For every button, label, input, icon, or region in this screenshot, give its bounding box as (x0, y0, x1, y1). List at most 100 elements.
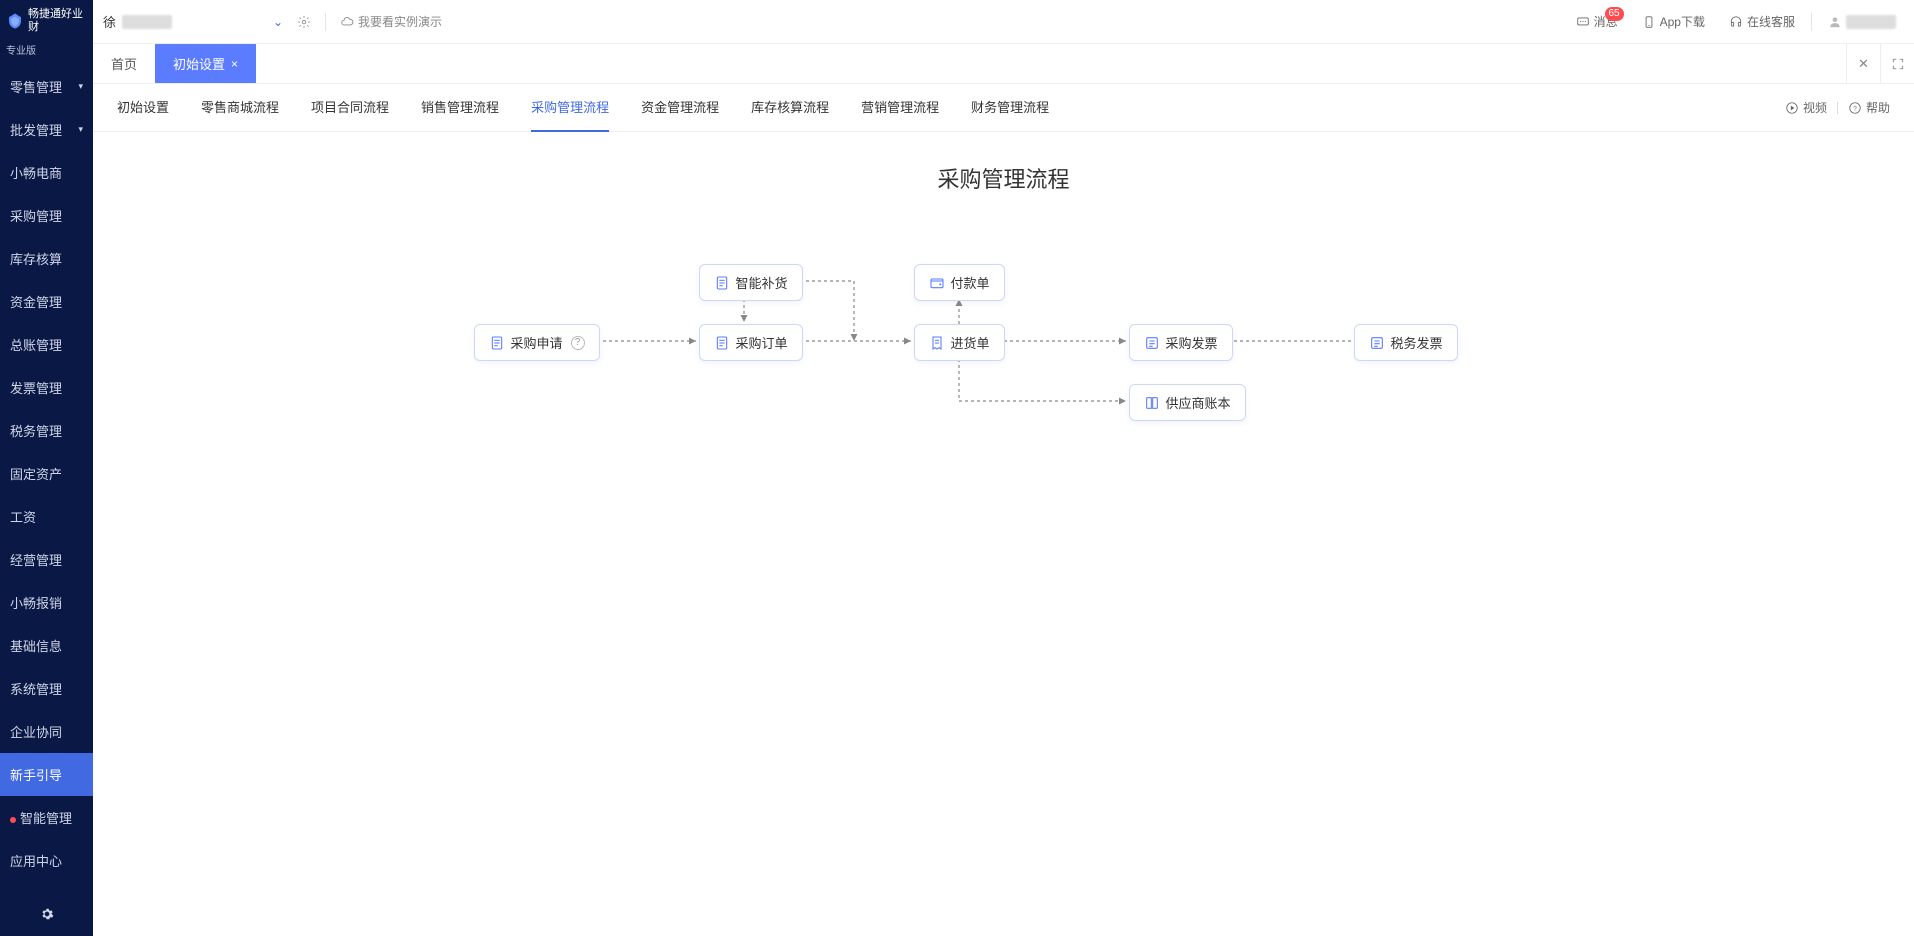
flow-tab-marketing[interactable]: 营销管理流程 (861, 83, 939, 132)
flow-tab-initial[interactable]: 初始设置 (117, 83, 169, 132)
page-tabs: 首页 初始设置 × ✕ (93, 44, 1914, 84)
org-name-blur (122, 15, 172, 29)
flow-tabs: 初始设置 零售商城流程 项目合同流程 销售管理流程 采购管理流程 资金管理流程 … (93, 84, 1914, 132)
tab-close-all-button[interactable]: ✕ (1846, 44, 1880, 83)
flow-node-label: 采购发票 (1166, 333, 1218, 352)
invoice-icon (1369, 335, 1385, 351)
caret-down-icon: ▾ (78, 81, 83, 92)
invoice-icon (1144, 335, 1160, 351)
flow-node-buy-order[interactable]: 采购订单 (699, 324, 803, 361)
sidebar-item-purchase[interactable]: 采购管理 (0, 194, 93, 237)
receipt-icon (929, 335, 945, 351)
wallet-icon (929, 275, 945, 291)
sidebar-item-appcenter[interactable]: 应用中心 (0, 839, 93, 882)
flow-node-replenish[interactable]: 智能补货 (699, 264, 803, 301)
flow-tab-inventory[interactable]: 库存核算流程 (751, 83, 829, 132)
flow-node-receive[interactable]: 进货单 (914, 324, 1005, 361)
sidebar-item-expense[interactable]: 小畅报销 (0, 581, 93, 624)
sidebar-item-tax[interactable]: 税务管理 (0, 409, 93, 452)
help-icon: ? (1848, 101, 1862, 115)
divider (1837, 102, 1838, 114)
sidebar-item-collab[interactable]: 企业协同 (0, 710, 93, 753)
flow-node-supplier-book[interactable]: 供应商账本 (1129, 384, 1246, 421)
sidebar-item-basic[interactable]: 基础信息 (0, 624, 93, 667)
flow-node-tax-invoice[interactable]: 税务发票 (1354, 324, 1458, 361)
topbar-settings-button[interactable] (291, 11, 317, 33)
cloud-icon (340, 15, 354, 29)
play-icon (1785, 101, 1799, 115)
flow-node-buy-invoice[interactable]: 采购发票 (1129, 324, 1233, 361)
doc-icon (489, 335, 505, 351)
chevron-down-icon: ⌄ (273, 15, 283, 29)
flow-node-label: 智能补货 (736, 273, 788, 292)
logo: 畅捷通好业财 (0, 0, 93, 42)
flow-title: 采购管理流程 (93, 162, 1914, 194)
topbar: 徐 ⌄ 我要看实例演示 消息 65 App下载 (93, 0, 1914, 44)
org-selector[interactable]: 徐 ⌄ (103, 12, 283, 31)
flow-node-buy-request[interactable]: 采购申请? (474, 324, 600, 361)
sidebar-item-smart[interactable]: 智能管理 (0, 796, 93, 839)
sidebar-item-inventory[interactable]: 库存核算 (0, 237, 93, 280)
brand-name: 畅捷通好业财 (28, 8, 87, 34)
flow-tab-funds[interactable]: 资金管理流程 (641, 83, 719, 132)
sidebar-menu: 零售管理▾ 批发管理▾ 小畅电商 采购管理 库存核算 资金管理 总账管理 发票管… (0, 65, 93, 897)
sidebar-item-wholesale[interactable]: 批发管理▾ (0, 108, 93, 151)
app-download-button[interactable]: App下载 (1634, 13, 1713, 30)
close-icon[interactable]: × (231, 57, 238, 71)
sidebar-item-business[interactable]: 经营管理 (0, 538, 93, 581)
tab-initial-settings[interactable]: 初始设置 × (155, 44, 256, 83)
demo-link[interactable]: 我要看实例演示 (334, 9, 448, 34)
gear-icon (40, 907, 54, 921)
flow-tab-project[interactable]: 项目合同流程 (311, 83, 389, 132)
tab-fullscreen-button[interactable] (1880, 44, 1914, 83)
flow-tab-retail[interactable]: 零售商城流程 (201, 83, 279, 132)
headset-icon (1729, 15, 1743, 29)
flow-tab-purchase[interactable]: 采购管理流程 (531, 83, 609, 132)
fullscreen-icon (1891, 57, 1905, 71)
book-icon (1144, 395, 1160, 411)
avatar-icon (1828, 15, 1842, 29)
flowchart: 采购申请? 智能补货采购订单 付款单进货单 采购发票供应商账本 税务发票 (474, 244, 1534, 544)
messages-badge: 65 (1605, 7, 1624, 21)
sidebar-settings-button[interactable] (0, 897, 93, 936)
flow-node-label: 采购订单 (736, 333, 788, 352)
brand-edition: 专业版 (0, 42, 93, 65)
mobile-icon (1642, 15, 1656, 29)
flow-node-payment[interactable]: 付款单 (914, 264, 1005, 301)
sidebar-item-ecommerce[interactable]: 小畅电商 (0, 151, 93, 194)
user-menu[interactable] (1820, 15, 1904, 29)
sidebar-item-system[interactable]: 系统管理 (0, 667, 93, 710)
doc-icon (714, 275, 730, 291)
online-service-button[interactable]: 在线客服 (1721, 13, 1803, 30)
help-icon[interactable]: ? (571, 336, 585, 350)
gear-icon (297, 15, 311, 29)
sidebar-item-assets[interactable]: 固定资产 (0, 452, 93, 495)
sidebar: 畅捷通好业财 专业版 零售管理▾ 批发管理▾ 小畅电商 采购管理 库存核算 资金… (0, 0, 93, 936)
tab-home[interactable]: 首页 (93, 44, 155, 83)
flow-node-label: 进货单 (951, 333, 990, 352)
brand-logo-icon (6, 12, 24, 30)
flow-tab-finance[interactable]: 财务管理流程 (971, 83, 1049, 132)
chat-icon (1576, 15, 1590, 29)
sidebar-item-invoice[interactable]: 发票管理 (0, 366, 93, 409)
svg-text:?: ? (1853, 105, 1857, 112)
flow-node-label: 税务发票 (1391, 333, 1443, 352)
messages-button[interactable]: 消息 65 (1568, 13, 1626, 30)
divider (325, 13, 326, 31)
video-link[interactable]: 视频 (1785, 99, 1827, 116)
flow-node-label: 采购申请 (511, 333, 563, 352)
flow-node-label: 供应商账本 (1166, 393, 1231, 412)
sidebar-item-ledger[interactable]: 总账管理 (0, 323, 93, 366)
username-blur (1846, 15, 1896, 29)
flow-node-label: 付款单 (951, 273, 990, 292)
sidebar-item-funds[interactable]: 资金管理 (0, 280, 93, 323)
doc-icon (714, 335, 730, 351)
notification-dot-icon (10, 817, 16, 823)
flow-tab-sales[interactable]: 销售管理流程 (421, 83, 499, 132)
sidebar-item-salary[interactable]: 工资 (0, 495, 93, 538)
sidebar-item-guide[interactable]: 新手引导 (0, 753, 93, 796)
content-area: 采购管理流程 (93, 132, 1914, 936)
caret-down-icon: ▾ (78, 124, 83, 135)
sidebar-item-retail[interactable]: 零售管理▾ (0, 65, 93, 108)
help-link[interactable]: ? 帮助 (1848, 99, 1890, 116)
